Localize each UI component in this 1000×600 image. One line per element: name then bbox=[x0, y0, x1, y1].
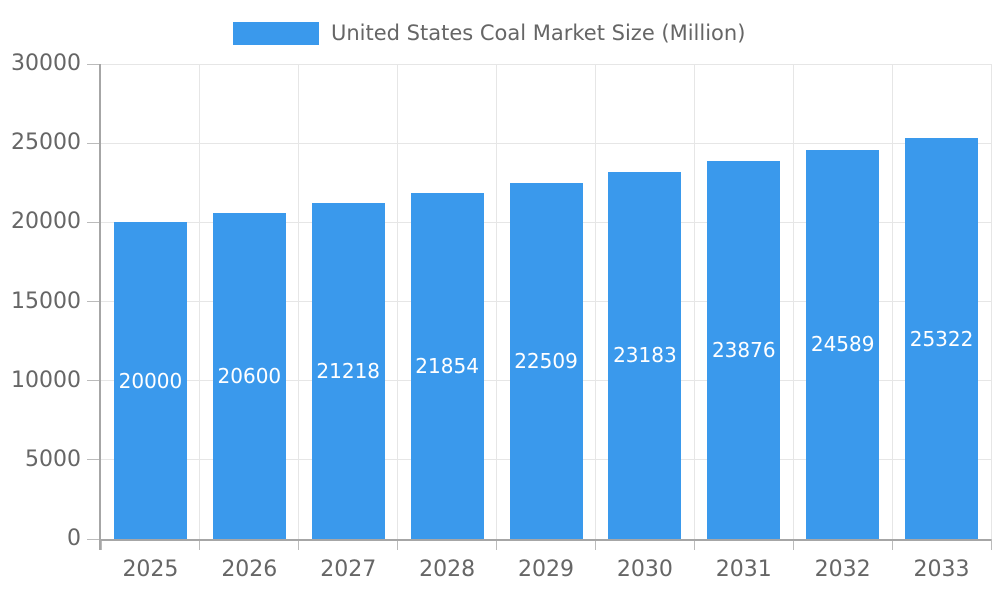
x-axis-line bbox=[99, 539, 991, 541]
x-axis-tick-mark bbox=[100, 539, 102, 550]
bar-value-label: 24589 bbox=[810, 332, 875, 357]
x-axis-tick-label: 2025 bbox=[122, 557, 179, 582]
x-axis-tick-mark bbox=[397, 539, 399, 550]
gridline-vertical bbox=[693, 64, 695, 539]
gridline-vertical bbox=[990, 64, 992, 539]
bar-value-label: 25322 bbox=[909, 326, 974, 351]
x-axis-tick-label: 2026 bbox=[221, 557, 278, 582]
x-axis-tick-mark bbox=[891, 539, 893, 550]
x-axis-tick-label: 2032 bbox=[814, 557, 871, 582]
x-axis-tick-label: 2033 bbox=[913, 557, 970, 582]
bar[interactable] bbox=[311, 203, 385, 539]
gridline-vertical bbox=[594, 64, 596, 539]
x-axis-tick-mark bbox=[496, 539, 498, 550]
bar[interactable] bbox=[410, 192, 484, 539]
x-axis-tick-mark bbox=[298, 539, 300, 550]
y-axis-tick-mark bbox=[87, 380, 101, 382]
legend-label: United States Coal Market Size (Million) bbox=[331, 21, 746, 45]
y-axis-tick-label: 15000 bbox=[11, 288, 81, 314]
x-axis-tick-label: 2027 bbox=[320, 557, 377, 582]
gridline-vertical bbox=[397, 64, 399, 539]
bar[interactable] bbox=[806, 149, 880, 539]
y-axis-line bbox=[99, 64, 101, 550]
y-axis-tick-mark bbox=[87, 221, 101, 223]
gridline-vertical bbox=[891, 64, 893, 539]
y-axis-tick-label: 30000 bbox=[11, 51, 81, 76]
x-axis-tick-mark bbox=[693, 539, 695, 550]
y-axis-tick-label: 5000 bbox=[25, 446, 81, 472]
bar-value-label: 23183 bbox=[613, 343, 677, 368]
y-axis-tick-mark bbox=[87, 142, 101, 144]
x-axis-tick-label: 2028 bbox=[419, 557, 476, 582]
y-axis-tick-label: 0 bbox=[67, 526, 81, 551]
bar-value-label: 20000 bbox=[118, 368, 183, 393]
bar-value-label: 21218 bbox=[316, 359, 381, 384]
gridline-vertical bbox=[792, 64, 794, 539]
bar[interactable] bbox=[212, 212, 286, 539]
x-axis-tick-label: 2029 bbox=[517, 557, 574, 582]
gridline-vertical bbox=[199, 64, 201, 539]
bar[interactable] bbox=[905, 138, 979, 539]
bar-value-label: 20600 bbox=[217, 363, 282, 388]
x-axis-tick-label: 2031 bbox=[715, 557, 772, 582]
gridline-horizontal bbox=[101, 63, 991, 65]
bar[interactable] bbox=[707, 160, 781, 539]
bar-value-label: 21854 bbox=[415, 353, 479, 378]
y-axis-tick-mark bbox=[87, 63, 101, 65]
y-axis-tick-mark bbox=[87, 301, 101, 302]
bar[interactable] bbox=[113, 222, 187, 539]
bar-value-label: 22509 bbox=[514, 348, 578, 373]
legend-swatch-icon bbox=[233, 22, 319, 45]
x-axis-tick-mark bbox=[594, 539, 596, 550]
y-axis-tick-label: 20000 bbox=[11, 209, 81, 235]
x-axis-tick-label: 2030 bbox=[616, 557, 673, 582]
y-axis-tick-mark bbox=[87, 538, 101, 540]
bar-value-label: 23876 bbox=[711, 337, 776, 362]
x-axis-tick-mark bbox=[990, 539, 992, 550]
y-axis-tick-label: 10000 bbox=[11, 367, 81, 393]
x-axis-tick-mark bbox=[199, 539, 201, 550]
gridline-horizontal bbox=[101, 142, 991, 144]
y-axis-tick-label: 25000 bbox=[11, 130, 81, 156]
bar[interactable] bbox=[608, 171, 682, 539]
x-axis-tick-mark bbox=[792, 539, 794, 550]
gridline-vertical bbox=[496, 64, 498, 539]
y-axis-tick-mark bbox=[87, 459, 101, 461]
bar[interactable] bbox=[509, 182, 583, 539]
gridline-vertical bbox=[298, 64, 300, 539]
legend[interactable]: United States Coal Market Size (Million) bbox=[233, 22, 745, 45]
